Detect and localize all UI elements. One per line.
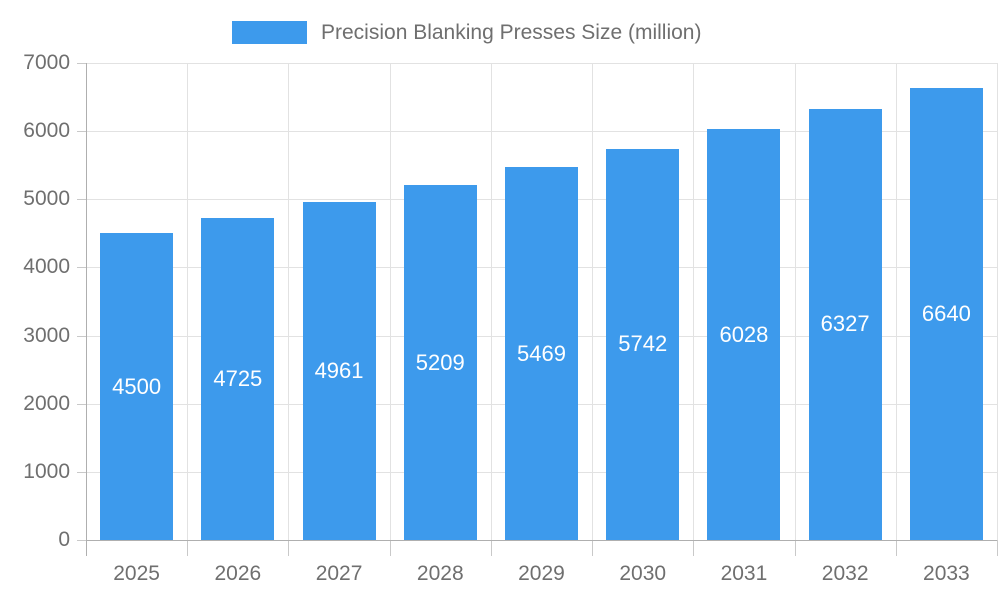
y-axis-tick: [77, 131, 86, 133]
y-axis-tick: [77, 403, 86, 405]
gridline-vertical: [490, 63, 492, 540]
x-axis-label: 2029: [518, 562, 565, 585]
x-axis-tick: [187, 540, 189, 556]
bar-2033[interactable]: [909, 87, 983, 540]
bar-value-label: 5742: [618, 331, 668, 357]
x-axis-tick: [389, 540, 391, 556]
y-axis-tick: [77, 267, 86, 269]
gridline-vertical: [592, 63, 594, 540]
x-axis-label: 2025: [113, 562, 160, 585]
bar-value-label: 6327: [820, 311, 870, 337]
bar-2026[interactable]: [201, 218, 275, 540]
gridline-vertical: [187, 63, 189, 540]
x-axis-label: 2033: [923, 562, 970, 585]
bar-2027[interactable]: [302, 201, 376, 540]
bar-2028[interactable]: [403, 185, 477, 540]
x-axis-label: 2031: [720, 562, 768, 585]
gridline-vertical: [794, 63, 796, 540]
x-axis-tick: [895, 540, 897, 556]
legend-swatch-icon: [232, 21, 307, 44]
gridline-vertical: [693, 63, 695, 540]
x-axis-label: 2027: [315, 562, 363, 585]
y-axis-tick: [77, 471, 86, 473]
bar-value-label: 5469: [517, 340, 566, 366]
bar-2030[interactable]: [606, 148, 680, 540]
bar-value-label: 6640: [921, 300, 971, 326]
x-axis-label: 2026: [214, 562, 262, 585]
gridline-vertical: [389, 63, 391, 540]
x-axis-tick: [693, 540, 695, 556]
y-axis-label: 1000: [23, 459, 70, 483]
y-axis-label: 3000: [23, 323, 70, 347]
y-axis-label: 7000: [23, 51, 70, 74]
y-axis-line: [86, 63, 87, 540]
bar-value-label: 4725: [213, 366, 263, 391]
gridline-horizontal: [86, 131, 997, 133]
x-axis-tick: [490, 540, 492, 556]
y-axis-tick: [77, 540, 86, 541]
x-axis-tick: [288, 540, 290, 556]
legend-item[interactable]: Precision Blanking Presses Size (million…: [232, 21, 701, 44]
legend-label: Precision Blanking Presses Size (million…: [321, 21, 702, 44]
y-axis-label: 6000: [23, 119, 70, 143]
bar-value-label: 6028: [719, 321, 769, 347]
y-axis-tick: [77, 335, 86, 337]
y-axis-label: 0: [58, 528, 70, 551]
x-axis-tick: [794, 540, 796, 556]
x-axis-tick: [997, 540, 998, 556]
gridline-vertical: [895, 63, 897, 540]
y-axis-tick: [77, 63, 86, 64]
gridline-horizontal: [86, 63, 997, 64]
bar-value-label: 4961: [314, 357, 364, 383]
x-axis-tick: [592, 540, 594, 556]
y-axis-label: 4000: [23, 255, 70, 279]
bar-2032[interactable]: [808, 108, 882, 540]
gridline-vertical: [997, 63, 998, 540]
x-axis-line: [86, 540, 997, 541]
y-axis-label: 5000: [23, 187, 70, 211]
bar-value-label: 4500: [112, 373, 162, 399]
bar-value-label: 5209: [415, 349, 465, 375]
x-axis-tick: [86, 540, 87, 556]
bar-2029[interactable]: [505, 167, 578, 540]
gridline-vertical: [288, 63, 290, 540]
x-axis-label: 2030: [619, 562, 667, 585]
bar-2025[interactable]: [100, 233, 174, 540]
y-axis-label: 2000: [23, 391, 70, 415]
bar-2031[interactable]: [707, 129, 781, 540]
x-axis-label: 2032: [821, 562, 869, 585]
x-axis-label: 2028: [416, 562, 464, 585]
y-axis-tick: [77, 199, 86, 201]
